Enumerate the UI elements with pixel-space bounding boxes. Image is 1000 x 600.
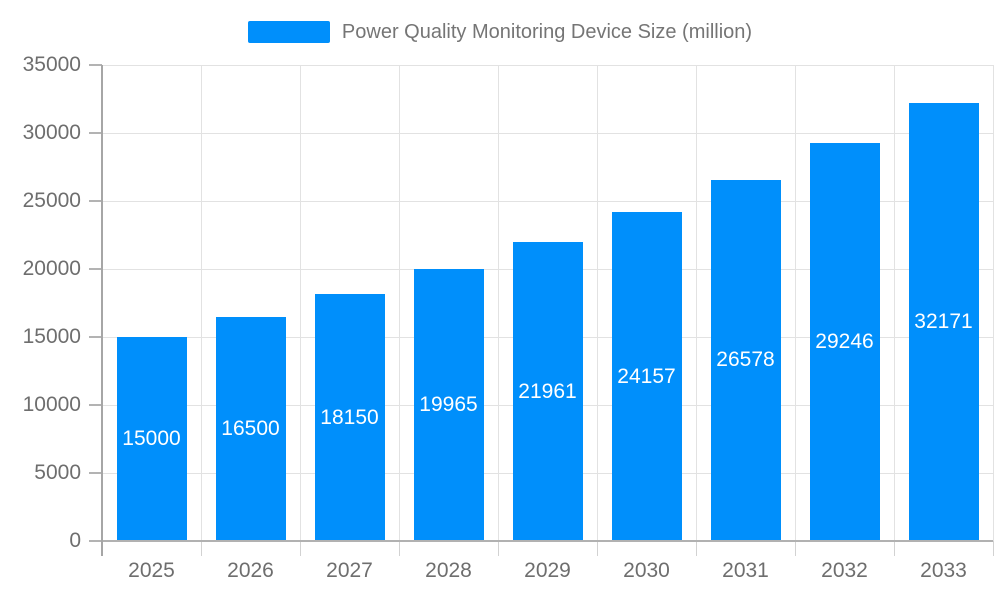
y-axis-tick <box>89 540 102 542</box>
gridline-x <box>794 65 796 541</box>
gridline-x <box>596 65 598 541</box>
bar-value-label: 29246 <box>815 330 874 354</box>
bar-2033[interactable]: 32171 <box>908 103 979 541</box>
x-axis-label: 2033 <box>920 559 967 582</box>
bar-2028[interactable]: 19965 <box>413 269 484 541</box>
y-axis-label: 15000 <box>22 325 81 348</box>
y-axis-tick <box>89 404 102 406</box>
x-axis-tick <box>497 541 499 556</box>
bar-value-label: 19965 <box>419 393 478 417</box>
y-axis-tick <box>89 132 102 134</box>
gridline-x <box>398 65 400 541</box>
x-axis-label: 2026 <box>227 559 274 582</box>
x-axis-tick <box>596 541 598 556</box>
gridline-y <box>102 200 993 202</box>
bar-value-label: 15000 <box>122 427 181 450</box>
x-axis-label: 2029 <box>524 559 571 582</box>
y-axis-tick <box>89 336 102 338</box>
x-axis-tick <box>299 541 301 556</box>
x-axis-label: 2028 <box>425 559 472 582</box>
x-axis-tick <box>992 541 994 556</box>
bar-value-label: 18150 <box>320 405 379 429</box>
gridline-x <box>299 65 301 541</box>
y-axis-label: 30000 <box>22 121 81 144</box>
y-axis-tick <box>89 268 102 270</box>
gridline-x <box>497 65 499 541</box>
bar-value-label: 21961 <box>518 379 577 403</box>
bar-2031[interactable]: 26578 <box>710 179 781 541</box>
y-axis-line <box>101 65 103 556</box>
y-axis-label: 0 <box>69 529 81 552</box>
bar-2025[interactable]: 15000 <box>116 337 187 541</box>
x-axis-tick <box>893 541 895 556</box>
bar-2032[interactable]: 29246 <box>809 143 880 541</box>
bar-value-label: 26578 <box>716 348 775 372</box>
x-axis-tick <box>398 541 400 556</box>
y-axis-label: 20000 <box>22 257 81 280</box>
x-axis-label: 2025 <box>128 559 175 582</box>
x-axis-label: 2027 <box>326 559 373 582</box>
gridline-x <box>893 65 895 541</box>
x-axis-tick <box>794 541 796 556</box>
y-axis-tick <box>89 64 102 66</box>
gridline-x <box>200 65 202 541</box>
gridline-y <box>102 64 993 66</box>
legend-label: Power Quality Monitoring Device Size (mi… <box>341 20 753 43</box>
legend[interactable]: Power Quality Monitoring Device Size (mi… <box>0 19 1000 45</box>
y-axis-label: 25000 <box>22 189 81 212</box>
x-axis-label: 2032 <box>821 559 868 582</box>
bar-value-label: 32171 <box>914 310 973 334</box>
bar-value-label: 16500 <box>221 416 280 440</box>
y-axis-tick <box>89 200 102 202</box>
legend-marker <box>247 21 330 43</box>
y-axis-label: 35000 <box>22 53 81 76</box>
x-axis-label: 2030 <box>623 559 670 582</box>
x-axis-line <box>102 540 993 542</box>
bar-2030[interactable]: 24157 <box>611 212 682 541</box>
gridline-y <box>102 132 993 134</box>
y-axis-tick <box>89 472 102 474</box>
x-axis-label: 2031 <box>722 559 769 582</box>
bar-2029[interactable]: 21961 <box>512 242 583 541</box>
y-axis-label: 5000 <box>34 461 81 484</box>
y-axis-label: 10000 <box>22 393 81 416</box>
bar-value-label: 24157 <box>617 364 676 388</box>
gridline-x <box>992 65 994 541</box>
bar-2027[interactable]: 18150 <box>314 294 385 541</box>
x-axis-tick <box>200 541 202 556</box>
gridline-x <box>695 65 697 541</box>
bar-2026[interactable]: 16500 <box>215 316 286 541</box>
x-axis-tick <box>695 541 697 556</box>
